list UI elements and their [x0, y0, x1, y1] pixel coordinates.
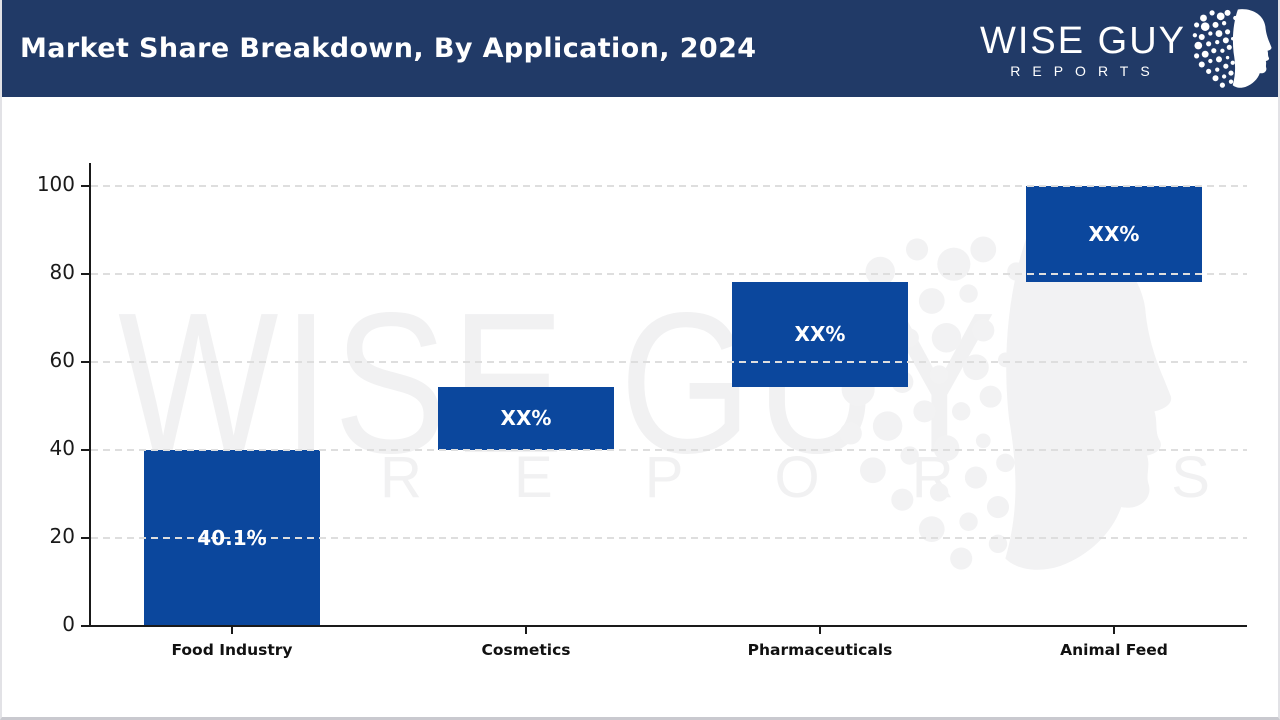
y-tick-label: 20 [49, 524, 75, 548]
y-tick-label: 60 [49, 348, 75, 372]
y-tick-label: 100 [36, 172, 75, 196]
gridline [91, 361, 1247, 363]
bar-value-label: XX% [794, 322, 846, 347]
x-tick [231, 627, 233, 634]
y-tick [81, 625, 89, 627]
page-title: Market Share Breakdown, By Application, … [20, 33, 757, 64]
y-tick-label: 80 [49, 260, 75, 284]
x-tick [819, 627, 821, 634]
y-tick [81, 273, 89, 275]
x-axis [89, 625, 1247, 627]
x-tick-label: Cosmetics [481, 641, 571, 659]
x-tick [1113, 627, 1115, 634]
logo-subtext: REPORTS [1010, 63, 1162, 79]
gridline [91, 449, 1247, 451]
x-tick [525, 627, 527, 634]
y-tick-label: 0 [62, 612, 75, 636]
gridline [91, 537, 1247, 539]
logo-head-icon [1188, 6, 1274, 92]
x-tick-label: Food Industry [171, 641, 293, 659]
logo-text: WISE GUY REPORTS [980, 21, 1186, 79]
header: Market Share Breakdown, By Application, … [2, 0, 1278, 97]
y-tick [81, 185, 89, 187]
x-tick-label: Animal Feed [1060, 641, 1168, 659]
logo-wordmark: WISE GUY [979, 20, 1186, 62]
gridline [91, 185, 1247, 187]
bar-value-label: XX% [500, 406, 552, 431]
bar [438, 386, 614, 450]
x-tick-label: Pharmaceuticals [747, 641, 893, 659]
y-tick [81, 449, 89, 451]
bar-value-label: 40.1% [197, 525, 267, 550]
y-tick [81, 361, 89, 363]
wiseguy-logo: WISE GUY REPORTS [980, 4, 1274, 94]
y-tick [81, 537, 89, 539]
y-tick-label: 40 [49, 436, 75, 460]
gridline [91, 273, 1247, 275]
y-axis [89, 163, 91, 627]
bar-value-label: XX% [1088, 221, 1140, 246]
